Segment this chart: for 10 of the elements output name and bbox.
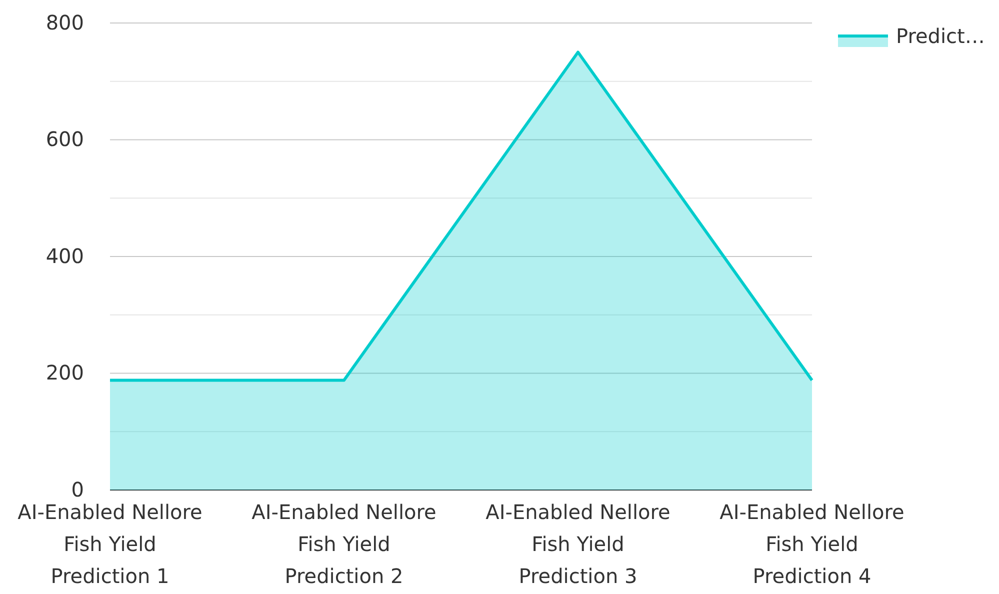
y-tick-label: 200 [46,360,84,385]
y-tick-label: 0 [71,477,84,502]
x-tick-label: AI-Enabled Nellore Fish Yield Prediction 4 [720,500,904,588]
x-tick-label: AI-Enabled Nellore Fish Yield Prediction 1 [18,500,202,588]
y-tick-label: 600 [46,127,84,152]
x-tick-label: AI-Enabled Nellore Fish Yield Prediction 3 [486,500,670,588]
y-tick-label: 400 [46,244,84,268]
legend-label: Predict… [896,24,985,48]
y-tick-label: 800 [46,10,84,34]
x-tick-label: AI-Enabled Nellore Fish Yield Prediction 2 [252,500,436,588]
